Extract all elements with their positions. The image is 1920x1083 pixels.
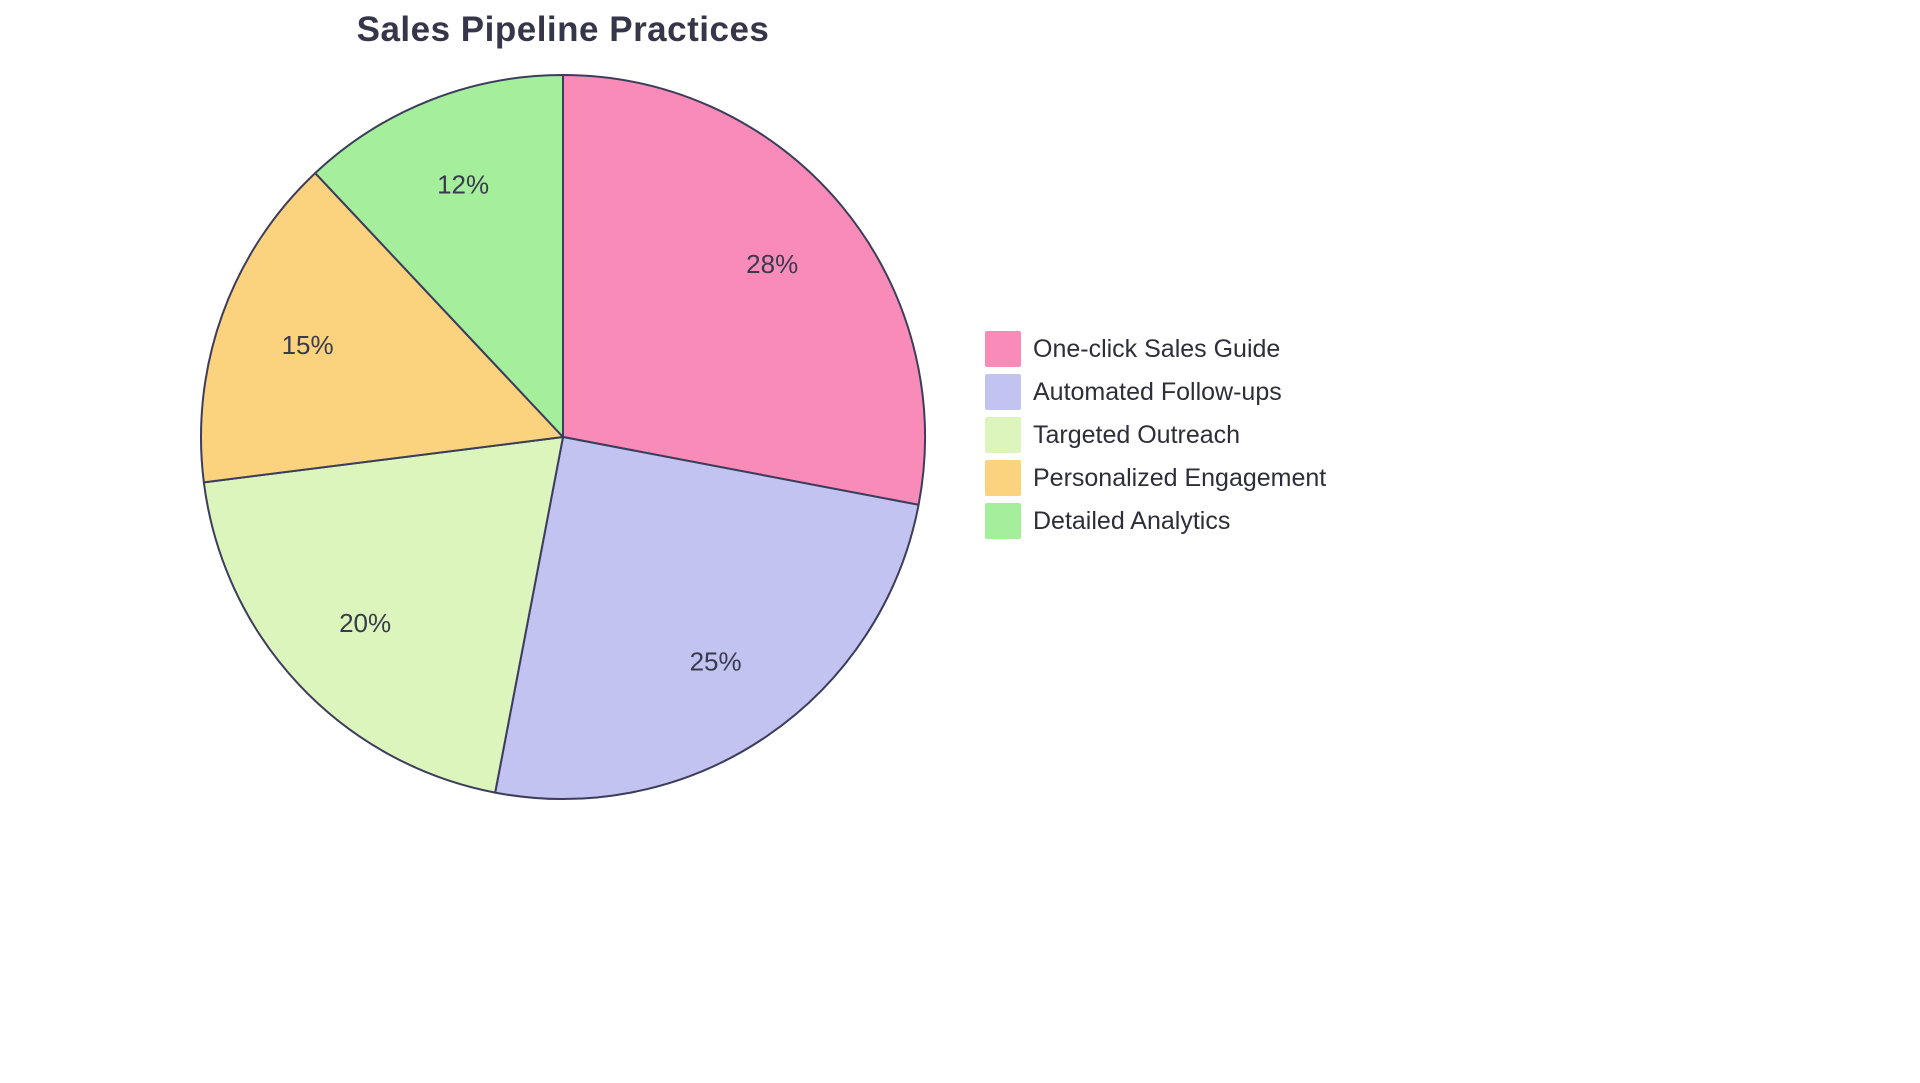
legend-item: Detailed Analytics: [985, 503, 1326, 539]
legend-swatch: [985, 331, 1021, 367]
legend-label: One-click Sales Guide: [1033, 334, 1281, 363]
slice-percent-label: 25%: [690, 647, 742, 677]
legend-label: Personalized Engagement: [1033, 463, 1327, 492]
legend-item: Automated Follow-ups: [985, 374, 1326, 410]
legend: One-click Sales Guide Automated Follow-up…: [985, 331, 1326, 539]
pie-slice-targeted-outreach: [202, 436, 564, 794]
pie-slice-one-click-sales-guide: [562, 74, 926, 506]
legend-swatch: [985, 503, 1021, 539]
legend-label: Automated Follow-ups: [1033, 377, 1282, 406]
pie-slice-personalized-engagement: [199, 172, 564, 484]
chart-title: Sales Pipeline Practices: [356, 10, 770, 49]
legend-label: Detailed Analytics: [1033, 506, 1231, 535]
legend-item: Targeted Outreach: [985, 417, 1326, 453]
slice-percent-label: 15%: [282, 330, 334, 360]
legend-swatch: [985, 417, 1021, 453]
pie-slice-automated-follow-ups: [494, 436, 920, 800]
legend-item: Personalized Engagement: [985, 460, 1326, 496]
legend-item: One-click Sales Guide: [985, 331, 1326, 367]
legend-swatch: [985, 374, 1021, 410]
slice-percent-label: 20%: [339, 608, 391, 638]
legend-label: Targeted Outreach: [1033, 420, 1241, 449]
legend-swatch: [985, 460, 1021, 496]
pie-slice-detailed-analytics: [314, 74, 564, 438]
slice-percent-label: 28%: [746, 249, 798, 279]
slice-percent-label: 12%: [437, 170, 489, 200]
